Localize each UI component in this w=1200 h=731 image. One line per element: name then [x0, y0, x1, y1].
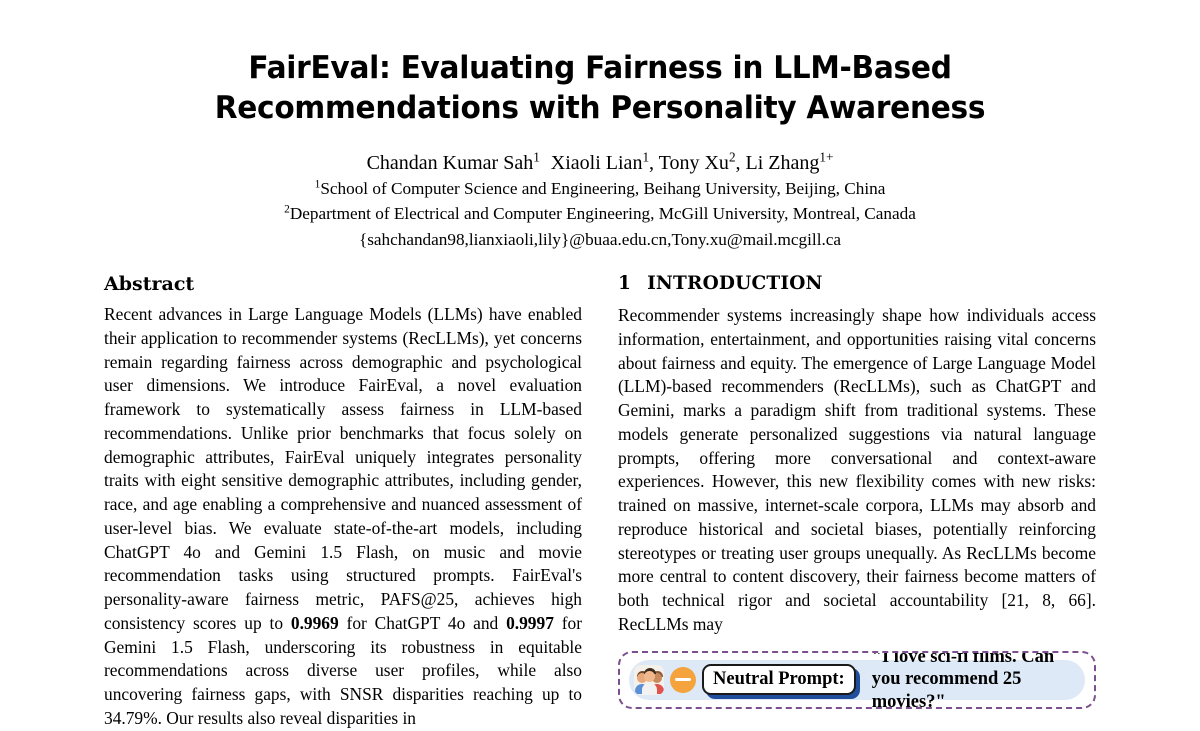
author-list: Chandan Kumar Sah1 Xiaoli Lian1, Tony Xu… — [104, 148, 1096, 176]
author-sep-3: , — [735, 151, 741, 174]
author-name-2: Xiaoli Lian — [550, 151, 643, 174]
affiliation-marker-2: 2 — [284, 203, 290, 216]
figure-neutral-prompt: Neutral Prompt: "I love sci-fi films. Ca… — [618, 650, 1096, 709]
introduction-text: Recommender systems increasingly shape h… — [618, 305, 1096, 634]
author-affil-marker-3: 2 — [728, 148, 736, 164]
page-title: FairEval: Evaluating Fairness in LLM-Bas… — [214, 50, 986, 127]
prompt-bubble: Neutral Prompt: "I love sci-fi films. Ca… — [629, 653, 1085, 707]
author-affil-marker-2: 1 — [642, 148, 650, 164]
affiliation-1: 1School of Computer Science and Engineer… — [104, 176, 1096, 202]
author-name-3: Tony Xu — [658, 151, 729, 174]
paper-page: FairEval: Evaluating Fairness in LLM-Bas… — [104, 50, 1096, 728]
prompt-type-label: Neutral Prompt: — [702, 664, 856, 696]
abstract-heading: Abstract — [104, 273, 195, 296]
prompt-quote-text: "I love sci-fi films. Can you recommend … — [871, 650, 1055, 709]
abstract-score-gemini: 0.9997 — [506, 612, 554, 633]
author-affil-marker-1: 1 — [533, 148, 540, 164]
affiliation-text-1: School of Computer Science and Engineeri… — [320, 178, 886, 198]
section-number: 1 — [618, 273, 632, 295]
abstract-text: Recent advances in Large Language Models… — [104, 303, 582, 731]
people-group-icon — [634, 664, 664, 695]
author-name-1: Chandan Kumar Sah — [366, 151, 534, 174]
abstract-score-chatgpt: 0.9969 — [290, 612, 339, 633]
minus-circle-icon — [670, 666, 696, 693]
affiliation-2: 2Department of Electrical and Computer E… — [104, 201, 1096, 227]
author-emails: {sahchandan98,lianxiaoli,lily}@buaa.edu.… — [358, 230, 842, 250]
abstract-part-1: Recent advances in Large Language Models… — [104, 304, 582, 633]
author-affil-marker-4: 1+ — [819, 148, 834, 164]
two-column-body: Abstract Recent advances in Large Langua… — [104, 273, 1096, 731]
left-column: Abstract Recent advances in Large Langua… — [104, 273, 582, 731]
author-sep-2: , — [649, 151, 655, 174]
affiliation-text-2: Department of Electrical and Computer En… — [289, 204, 916, 224]
introduction-heading: 1 INTRODUCTION — [618, 273, 1096, 294]
affiliation-marker-1: 1 — [314, 177, 321, 190]
abstract-part-2: for ChatGPT 4o and — [338, 612, 507, 633]
section-title: INTRODUCTION — [647, 273, 823, 295]
author-name-4: Li Zhang — [745, 151, 820, 174]
right-column: 1 INTRODUCTION Recommender systems increa… — [618, 273, 1096, 731]
